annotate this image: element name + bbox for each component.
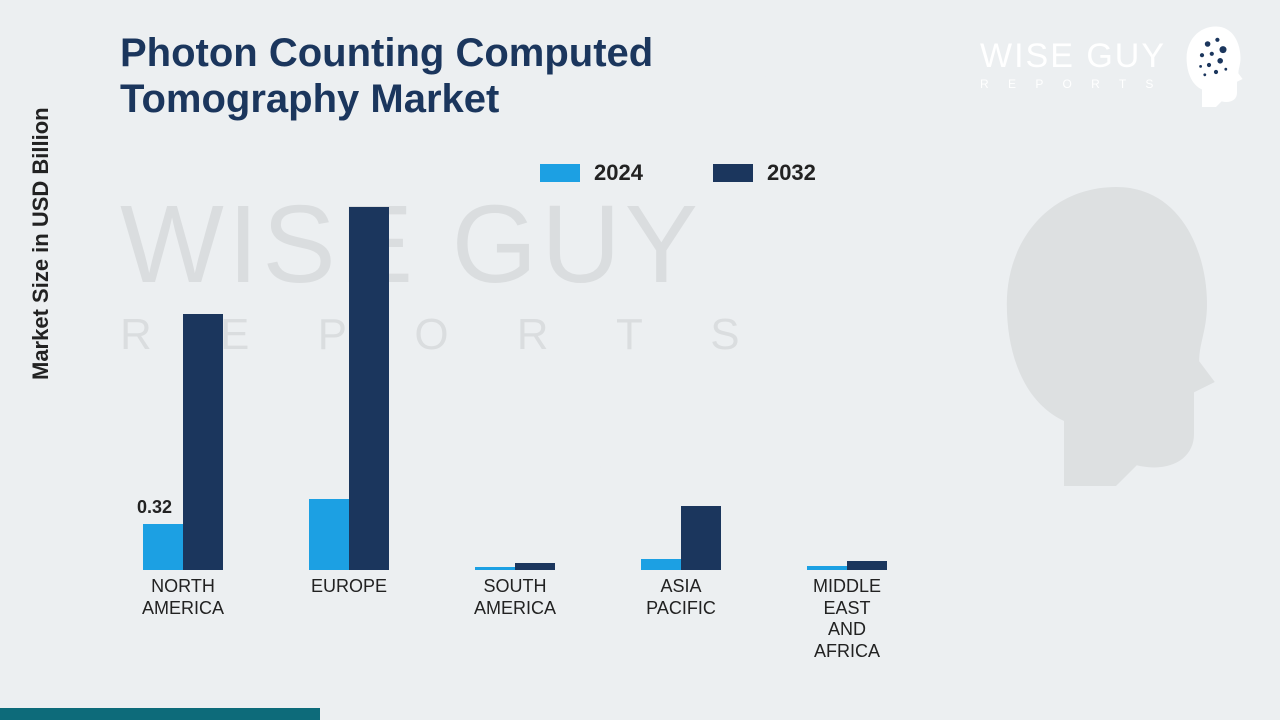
bar-value-label: 0.32 [137,497,172,518]
bar-group [764,561,930,570]
bar-2024 [475,567,515,570]
bar-group: 0.32 [100,314,266,570]
category-label: EUROPE [266,576,432,598]
brand-logo: WISE GUY R E P O R T S [980,20,1260,110]
chart-title: Photon Counting Computed Tomography Mark… [120,30,880,122]
bar-2032 [515,563,555,570]
legend-label-2032: 2032 [767,160,816,186]
bar-2024 [807,566,847,570]
bar-2032 [349,207,389,570]
bar-2032 [681,506,721,570]
legend-swatch-2032 [713,164,753,182]
legend-label-2024: 2024 [594,160,643,186]
legend-item-2032: 2032 [713,160,816,186]
bar-group [598,506,764,570]
brand-head-icon [1174,23,1244,107]
category-label: ASIAPACIFIC [598,576,764,619]
bar-group [432,563,598,570]
footer-accent-bar [0,708,320,720]
plot-area: 0.32 [100,200,930,570]
bar-2024 [309,499,349,570]
bar-2024 [641,559,681,570]
legend: 2024 2032 [540,160,816,186]
category-label: SOUTHAMERICA [432,576,598,619]
brand-name: WISE GUY [980,39,1166,73]
bar-2032 [183,314,223,570]
category-label: MIDDLEEASTANDAFRICA [764,576,930,662]
category-label: NORTHAMERICA [100,576,266,619]
bar-2024 [143,524,183,570]
brand-subtitle: R E P O R T S [980,77,1166,91]
legend-item-2024: 2024 [540,160,643,186]
bar-group [266,207,432,570]
legend-swatch-2024 [540,164,580,182]
y-axis-label: Market Size in USD Billion [28,107,54,380]
bar-2032 [847,561,887,570]
chart-canvas: WISE GUY R E P O R T S WISE GUY R E P O … [0,0,1280,720]
